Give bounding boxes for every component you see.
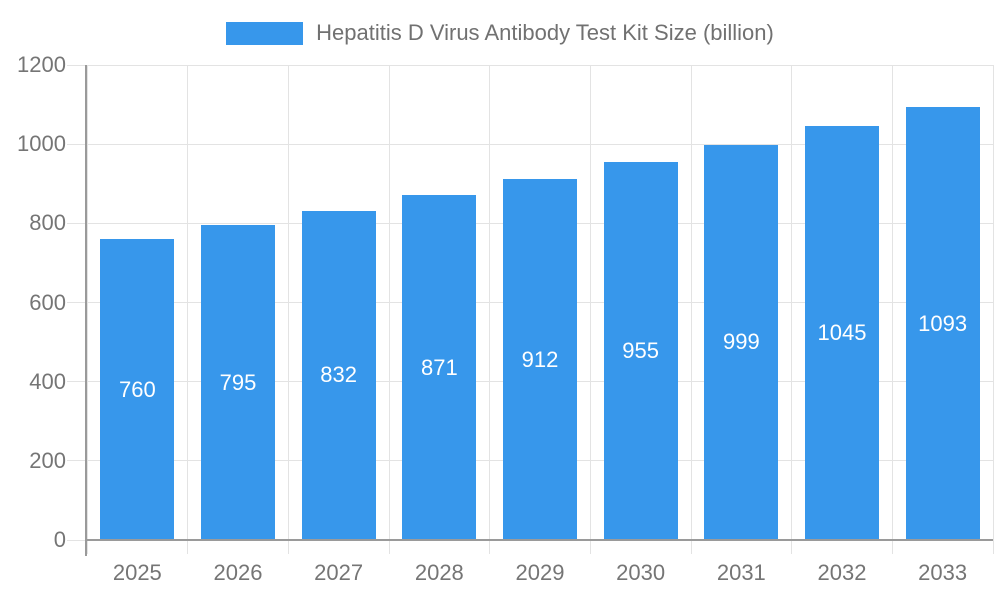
plot-area: 760 795 832 871 912 955 999 1045 1093 0 200 400 600…: [17, 53, 994, 585]
h-gridline: [67, 143, 993, 145]
bar-value-label: 955: [622, 337, 660, 363]
v-gridline: [690, 65, 692, 554]
x-tick-label: 2029: [515, 560, 565, 585]
v-gridline: [891, 65, 893, 554]
bar[interactable]: [805, 126, 879, 540]
v-gridline: [489, 65, 491, 554]
v-gridline: [187, 65, 189, 554]
legend-swatch: [226, 21, 304, 45]
bar-value-label: 1093: [918, 310, 968, 336]
bar-value-label: 760: [118, 376, 156, 402]
x-tick-label: 2032: [817, 560, 867, 585]
x-tick-label: 2027: [314, 560, 364, 585]
bar-value-label: 1045: [817, 320, 867, 346]
x-tick-label: 2033: [918, 560, 968, 585]
v-gridline: [791, 65, 793, 554]
bar-value-label: 912: [521, 346, 559, 372]
bar[interactable]: [301, 210, 376, 540]
x-tick-label: 2028: [414, 560, 464, 585]
legend-label: Hepatitis D Virus Antibody Test Kit Size…: [316, 20, 774, 45]
bar-value-label: 999: [722, 329, 760, 355]
x-tick-label: 2025: [112, 560, 162, 585]
bar[interactable]: [503, 179, 577, 540]
y-axis-line: [85, 65, 87, 556]
v-gridline: [86, 65, 88, 554]
chart-legend[interactable]: Hepatitis D Virus Antibody Test Kit Size…: [0, 20, 1000, 46]
v-gridline: [388, 65, 390, 554]
x-tick-label: 2030: [616, 560, 666, 585]
y-tick-label: 600: [29, 289, 66, 315]
bar-value-label: 795: [219, 369, 257, 395]
v-gridline: [589, 65, 591, 554]
bar[interactable]: [201, 225, 275, 540]
bar[interactable]: [704, 144, 779, 540]
x-axis-line: [87, 539, 993, 541]
v-gridline: [992, 65, 994, 554]
bar[interactable]: [100, 239, 175, 540]
x-tick-label: 2031: [716, 560, 766, 585]
bar[interactable]: [402, 195, 477, 540]
x-tick-label: 2026: [213, 560, 263, 585]
h-gridline: [67, 64, 993, 66]
y-tick-label: 0: [53, 527, 66, 552]
y-tick-label: 200: [29, 447, 66, 473]
bar[interactable]: [603, 161, 678, 540]
y-tick-label: 800: [29, 210, 66, 236]
y-tick-label: 1000: [17, 131, 66, 157]
bar[interactable]: [905, 107, 980, 540]
v-gridline: [287, 65, 289, 554]
y-tick-label: 1200: [17, 52, 66, 77]
y-tick-label: 400: [29, 368, 66, 394]
bar-value-label: 832: [320, 362, 358, 388]
bar-value-label: 871: [420, 354, 458, 380]
